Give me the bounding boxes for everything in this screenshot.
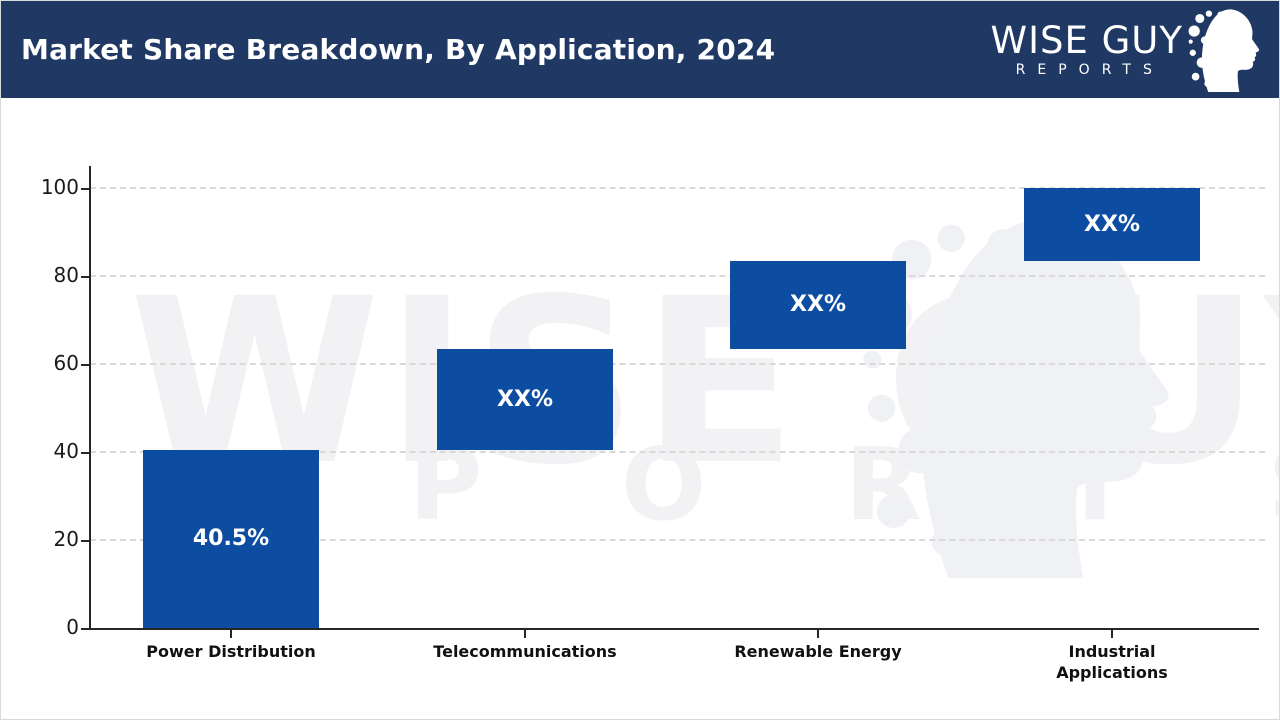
bar-renewable-energy: XX% — [730, 260, 906, 349]
y-tick-label: 40 — [53, 439, 79, 463]
tick-mark — [81, 364, 89, 366]
x-axis-label: Telecommunications — [433, 642, 617, 661]
y-axis-line — [89, 166, 91, 629]
logo-head-icon — [1188, 8, 1260, 92]
gridline — [90, 363, 1265, 365]
x-axis-label: Power Distribution — [146, 642, 316, 661]
y-tick-label: 20 — [53, 527, 79, 551]
bar-value-label: 40.5% — [192, 526, 270, 552]
page-title: Market Share Breakdown, By Application, … — [21, 33, 776, 66]
gridline — [90, 275, 1265, 277]
bar-power-distribution: 40.5% — [143, 449, 319, 628]
bar-value-label: XX% — [790, 292, 846, 318]
x-axis-label: Renewable Energy — [734, 642, 902, 661]
tick-mark — [81, 276, 89, 278]
tick-mark — [817, 630, 819, 638]
x-axis-label: Industrial Applications — [1056, 642, 1168, 682]
tick-mark — [81, 188, 89, 190]
tick-mark — [81, 540, 89, 542]
y-tick-label: 0 — [66, 615, 79, 639]
bar-value-label: XX% — [497, 386, 553, 412]
wise-guy-reports-logo: WISE GUY REPORTS — [991, 8, 1265, 92]
logo-wordmark: WISE GUY — [990, 19, 1183, 62]
bar-telecommunications: XX% — [437, 348, 613, 450]
gridline — [90, 539, 1265, 541]
y-tick-label: 100 — [40, 175, 79, 199]
bar-value-label: XX% — [1084, 211, 1140, 237]
tick-mark — [230, 630, 232, 638]
logo-text: WISE GUY REPORTS — [991, 22, 1183, 77]
tick-mark — [524, 630, 526, 638]
x-axis-line — [89, 628, 1259, 630]
bar-industrial-applications: XX% — [1024, 188, 1200, 261]
header-bar: Market Share Breakdown, By Application, … — [1, 1, 1279, 98]
tick-mark — [1111, 630, 1113, 638]
tick-mark — [81, 628, 89, 630]
tick-mark — [81, 452, 89, 454]
gridline — [90, 451, 1265, 453]
y-tick-label: 80 — [53, 263, 79, 287]
gridline — [90, 187, 1265, 189]
y-tick-label: 60 — [53, 351, 79, 375]
logo-subtext: REPORTS — [1015, 62, 1164, 78]
